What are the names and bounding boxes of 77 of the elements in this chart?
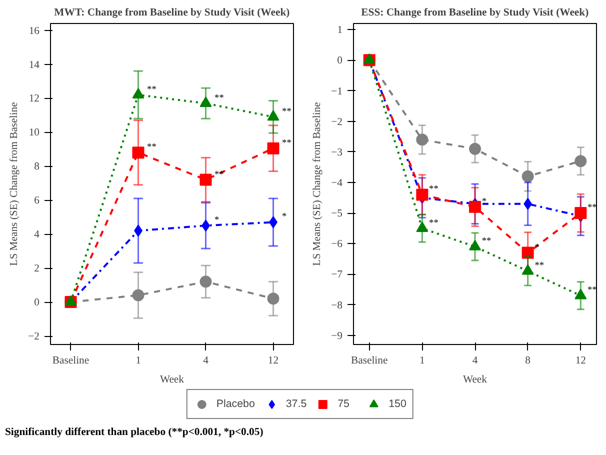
x-tick-label: 1: [136, 356, 141, 366]
x-tick-label: 4: [203, 356, 210, 366]
annotation: **: [429, 218, 439, 228]
y-tick-label: 10: [28, 128, 40, 139]
y-tick-label: −7: [331, 270, 344, 281]
point: [574, 288, 587, 300]
y-tick-label: 14: [28, 60, 40, 71]
y-tick-label: −4: [331, 178, 344, 189]
point: [132, 289, 144, 302]
annotation: **: [282, 106, 292, 117]
y-tick-label: −9: [331, 330, 343, 342]
x-tick-label: 8: [525, 356, 530, 366]
chart-title: ESS: Change from Baseline by Study Visit (Week): [361, 8, 590, 18]
annotation: **: [534, 261, 544, 272]
point: [469, 142, 481, 155]
annotation: **: [482, 236, 492, 247]
y-tick-label: −5: [331, 208, 343, 220]
x-tick-label: 4: [472, 356, 478, 366]
point: [522, 264, 534, 275]
y-tick-label: 0: [34, 298, 40, 309]
point: [267, 142, 280, 154]
annotation: **: [214, 93, 224, 104]
y-axis-title: LS Means (SE) Change from Baseline: [9, 102, 20, 266]
point: [132, 146, 144, 159]
x-tick-label: 12: [268, 356, 279, 366]
point: [522, 246, 534, 259]
legend-label: 37.5: [286, 398, 307, 410]
point: [200, 174, 212, 186]
y-tick-label: −2: [331, 116, 343, 128]
y-tick-label: −8: [331, 300, 343, 312]
point: [132, 88, 144, 99]
y-tick-label: 16: [28, 26, 40, 37]
point: [267, 110, 280, 121]
legend-label: Placebo: [216, 398, 255, 410]
y-tick-label: 8: [34, 162, 40, 173]
point: [574, 207, 587, 220]
point: [267, 292, 280, 305]
y-tick-label: 6: [34, 196, 40, 207]
x-tick-label: Baseline: [351, 356, 388, 366]
annotation: **: [147, 84, 157, 95]
y-tick-label: −1: [331, 86, 343, 98]
annotation: *: [214, 216, 220, 226]
point: [574, 155, 587, 168]
point: [522, 170, 534, 182]
annotation: **: [588, 286, 598, 296]
y-axis-title: LS Means (SE) Change from Baseline: [312, 102, 324, 266]
x-tick-label: 1: [420, 356, 425, 366]
point: [469, 200, 481, 213]
y-tick-label: 1: [337, 25, 342, 36]
x-tick-label: Baseline: [52, 356, 90, 366]
annotation: **: [588, 203, 598, 214]
annotation: **: [429, 184, 439, 195]
y-tick-label: 12: [28, 94, 40, 105]
annotation: *: [482, 196, 487, 207]
annotation: *: [282, 212, 288, 222]
text: Significantly different than placebo (**p<0.001, *p<0.05): [5, 426, 264, 440]
point: [200, 276, 212, 288]
point: [416, 188, 428, 201]
point: [469, 240, 481, 250]
x-axis-title: Week: [463, 374, 488, 386]
legend-label: 150: [388, 398, 408, 410]
y-tick-label: −6: [331, 239, 344, 250]
annotation: **: [214, 170, 224, 180]
annotation: **: [282, 138, 292, 148]
chart-title: MWT: Change from Baseline by Study Visit (Week): [54, 8, 290, 18]
x-tick-label: 12: [575, 356, 586, 366]
annotation: **: [147, 142, 157, 153]
point: [416, 134, 428, 146]
point: [416, 221, 428, 232]
y-tick-label: −2: [28, 332, 40, 343]
y-tick-label: 4: [34, 230, 40, 241]
y-tick-label: −3: [331, 147, 343, 158]
y-tick-label: 0: [337, 56, 342, 67]
x-axis-title: Week: [160, 374, 185, 386]
legend-label: 75: [338, 398, 350, 410]
y-tick-label: 2: [34, 264, 40, 275]
point: [200, 96, 212, 107]
